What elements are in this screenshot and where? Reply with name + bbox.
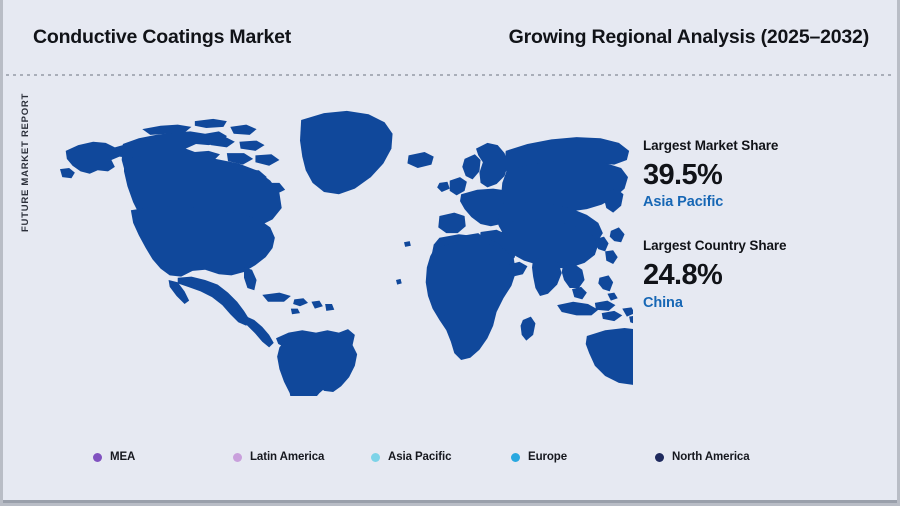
legend-item-label: Latin America (250, 451, 325, 463)
bottom-border (3, 500, 897, 503)
page-title: Conductive Coatings Market (33, 26, 292, 48)
stat-largest-country-share: Largest Country Share 24.8% China (643, 238, 883, 310)
legend-item-label: Europe (528, 451, 568, 463)
legend-item-mea[interactable]: MEA (93, 446, 135, 468)
header: Conductive Coatings Market Growing Regio… (3, 0, 897, 75)
stat-label: Largest Country Share (643, 238, 787, 254)
header-divider (6, 74, 894, 76)
legend-item-asia-pacific[interactable]: Asia Pacific (371, 446, 451, 468)
legend-item-north-america[interactable]: North America (655, 446, 750, 468)
world-map-landmasses (60, 110, 633, 396)
world-map-svg (60, 110, 633, 396)
legend-item-europe[interactable]: Europe (511, 446, 567, 468)
stat-value: 39.5% (643, 159, 723, 191)
legend-dot-icon (93, 452, 102, 462)
legend-dot-icon (655, 452, 664, 462)
world-map (55, 96, 633, 396)
legend: MEA Latin America Asia Pacific Europe No… (63, 446, 823, 468)
legend-item-latin-america[interactable]: Latin America (233, 446, 324, 468)
legend-item-label: MEA (110, 451, 136, 463)
page-subtitle: Growing Regional Analysis (2025–2032) (508, 26, 870, 48)
legend-dot-icon (233, 452, 242, 462)
stat-value: 24.8% (643, 259, 723, 292)
legend-item-label: North America (672, 451, 750, 463)
brand-watermark: FUTURE MARKET REPORT (20, 52, 42, 232)
stat-largest-market-share: Largest Market Share 39.5% Asia Pacific (643, 138, 883, 210)
stat-region: Asia Pacific (643, 194, 724, 211)
stat-region: China (643, 294, 683, 311)
stats-panel: Largest Market Share 39.5% Asia Pacific … (643, 138, 883, 311)
legend-item-label: Asia Pacific (388, 451, 452, 463)
stat-label: Largest Market Share (643, 138, 779, 153)
legend-dot-icon (371, 452, 380, 462)
brand-watermark-label: FUTURE MARKET REPORT (20, 92, 31, 232)
legend-dot-icon (511, 452, 520, 462)
